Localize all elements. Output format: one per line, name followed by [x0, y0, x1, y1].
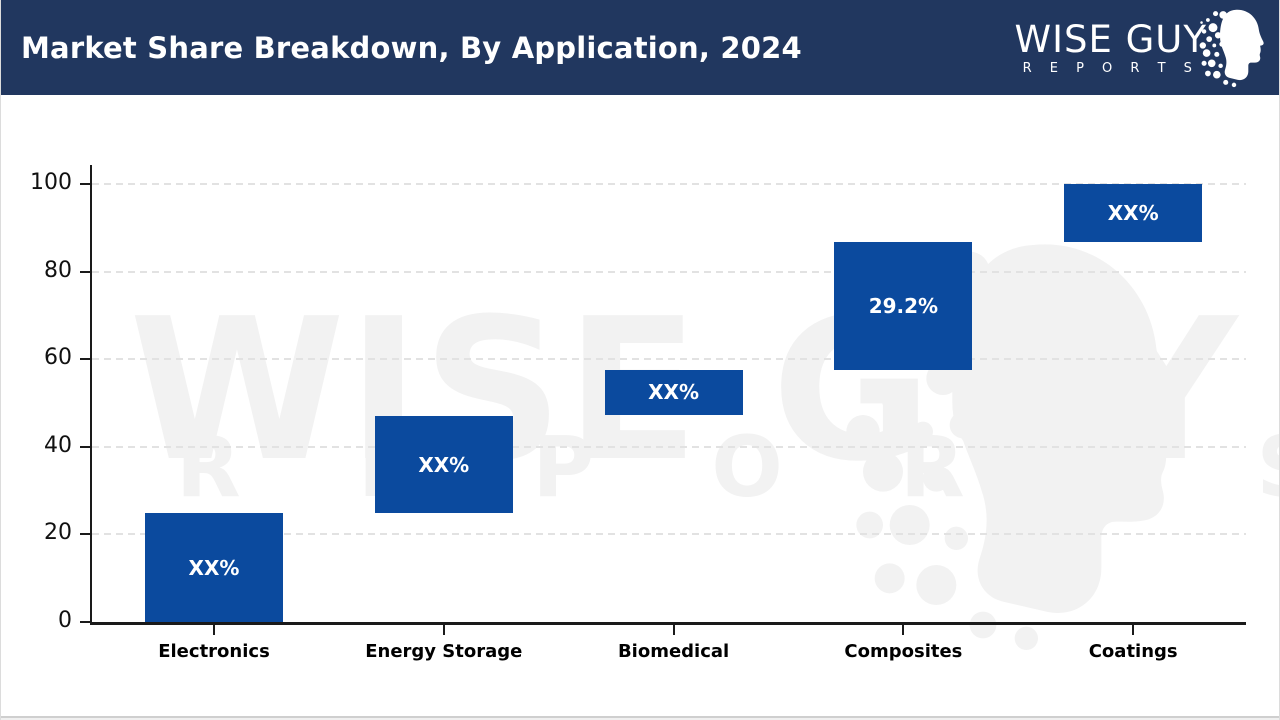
- x-axis-tick: [672, 625, 675, 635]
- x-axis-tick: [442, 625, 445, 635]
- y-axis-tick: [80, 533, 90, 536]
- category-label-biomedical: Biomedical: [617, 641, 730, 662]
- bar-energy-storage: XX%: [374, 416, 513, 514]
- x-axis-tick: [902, 625, 905, 635]
- plot-area: 0 20 40 60 80 100 XX% Electronics XX% Energy Stor…: [30, 165, 1246, 662]
- category-label-electronics: Electronics: [158, 641, 270, 662]
- logo-subtext: R E P O R T S: [1022, 60, 1199, 76]
- y-axis-tick: [80, 358, 90, 361]
- gridline: [92, 358, 1246, 361]
- header-bar: Market Share Breakdown, By Application, …: [1, 0, 1279, 95]
- bar-biomedical: XX%: [604, 370, 743, 415]
- gridline: [92, 533, 1246, 536]
- bar-value-label: XX%: [188, 555, 240, 580]
- bar-electronics: XX%: [145, 513, 283, 622]
- gridline: [92, 270, 1246, 273]
- y-axis-tick: [80, 270, 90, 273]
- y-axis-tick-label: 0: [58, 608, 72, 633]
- x-axis-tick: [1132, 625, 1135, 635]
- gridline: [92, 445, 1246, 448]
- bottom-border-strip: [1, 716, 1279, 720]
- logo-name: WISE GUY: [1014, 17, 1207, 61]
- x-axis-tick: [213, 625, 215, 635]
- category-label-coatings: Coatings: [1088, 641, 1178, 662]
- category-label-composites: Composites: [844, 641, 963, 662]
- y-axis-tick: [80, 183, 90, 185]
- logo-wordmark: WISE GUY R E P O R T S: [1015, 21, 1207, 75]
- bar-coatings: XX%: [1064, 184, 1203, 242]
- y-axis-tick-label: 80: [44, 257, 72, 283]
- wiseguy-face-icon: [1199, 9, 1264, 87]
- bar-value-label: 29.2%: [868, 294, 939, 319]
- gridline: [92, 183, 1246, 185]
- bar-composites: 29.2%: [834, 242, 973, 371]
- y-axis-tick-label: 40: [44, 432, 72, 458]
- y-axis-tick-label: 20: [44, 520, 72, 546]
- y-axis-tick-label: 60: [44, 345, 72, 371]
- bar-value-label: XX%: [1107, 200, 1159, 225]
- y-axis-tick: [80, 445, 90, 448]
- y-axis-tick-label: 100: [30, 170, 72, 195]
- y-axis-tick: [80, 621, 90, 623]
- bar-value-label: XX%: [648, 380, 700, 405]
- category-label-energy-storage: Energy Storage: [365, 641, 523, 662]
- wiseguy-logo: WISE GUY R E P O R T S: [1015, 6, 1269, 90]
- bar-value-label: XX%: [418, 452, 470, 477]
- chart-title: Market Share Breakdown, By Application, …: [21, 30, 802, 65]
